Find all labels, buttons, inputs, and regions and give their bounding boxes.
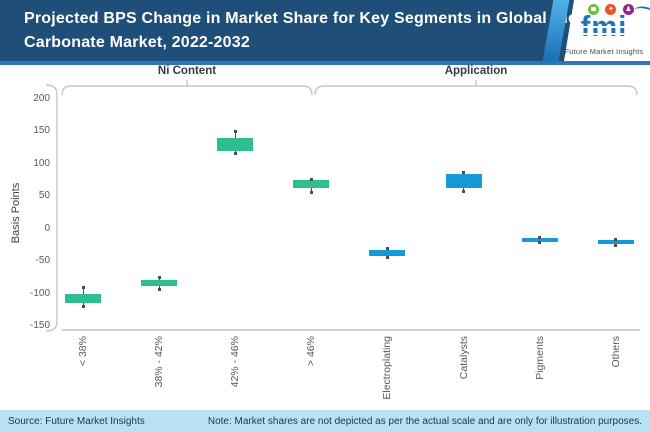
whisker-cap bbox=[81, 305, 85, 309]
whisker-cap bbox=[538, 241, 542, 245]
logo-icons: ✦ ♟ bbox=[588, 4, 650, 22]
box-catalysts bbox=[445, 174, 482, 189]
y-tick-label: 50 bbox=[38, 190, 50, 202]
box--46- bbox=[293, 180, 330, 189]
brand-stripe bbox=[582, 33, 628, 35]
chat-bubble-glyph bbox=[591, 7, 596, 11]
chart-area: Basis Points Ni Content Application 200 150… bbox=[0, 65, 650, 410]
source-text: Source: Future Market Insights bbox=[8, 415, 145, 427]
x-category-label: 38% - 42% bbox=[153, 336, 166, 388]
axes-and-braces bbox=[45, 80, 640, 332]
header-banner: Projected BPS Change in Market Share for… bbox=[0, 0, 650, 61]
x-category-label: Others bbox=[609, 336, 622, 368]
whisker-cap bbox=[538, 235, 542, 239]
whisker-cap bbox=[233, 129, 237, 133]
brand-tagline: Future Market Insights bbox=[564, 47, 644, 56]
whisker-cap bbox=[157, 275, 161, 279]
fmi-logo: ✦ ♟ fmi Future Market Insights bbox=[564, 0, 650, 61]
footer-bar: Source: Future Market Insights Note: Mar… bbox=[0, 410, 650, 432]
x-category-label: 42% - 46% bbox=[229, 336, 242, 388]
x-category-label: Electroplating bbox=[381, 336, 394, 400]
whisker-cap bbox=[462, 189, 465, 193]
group-label-2: Application bbox=[444, 65, 508, 77]
header-accent-line bbox=[0, 61, 650, 65]
y-tick-label: 200 bbox=[33, 93, 50, 104]
box-pigments bbox=[521, 238, 558, 242]
group-brace-1 bbox=[61, 80, 313, 96]
y-axis-brace bbox=[45, 84, 58, 332]
group-label-1: Ni Content bbox=[157, 65, 217, 77]
y-tick-label: -50 bbox=[35, 255, 50, 267]
whisker-cap bbox=[309, 190, 313, 194]
box-38-42- bbox=[141, 279, 178, 287]
box-electroplating bbox=[369, 250, 406, 256]
whisker-cap bbox=[614, 237, 618, 241]
whisker-cap bbox=[309, 177, 313, 181]
whisker-cap bbox=[157, 287, 161, 291]
chart-title-line2: Carbonate Market, 2022-2032 bbox=[24, 34, 250, 51]
chat-bubble-icon bbox=[588, 4, 599, 15]
y-tick-label: -100 bbox=[29, 287, 50, 299]
whisker-cap bbox=[614, 244, 618, 248]
person-icon: ♟ bbox=[622, 4, 634, 15]
chart-title: Projected BPS Change in Market Share for… bbox=[24, 7, 600, 55]
whisker-cap bbox=[385, 246, 389, 250]
box-others bbox=[597, 240, 634, 245]
whisker-cap bbox=[385, 256, 389, 260]
box--38- bbox=[65, 293, 101, 304]
group-brace-2 bbox=[314, 80, 638, 96]
y-tick-label: 0 bbox=[44, 222, 50, 234]
x-category-label: Catalysts bbox=[457, 336, 470, 380]
box-42-46- bbox=[217, 137, 254, 151]
chart-title-line1: Projected BPS Change in Market Share for… bbox=[24, 10, 600, 27]
x-category-label: < 38% bbox=[77, 336, 89, 367]
note-text: Note: Market shares are not depicted as … bbox=[207, 415, 642, 427]
whisker-cap bbox=[81, 285, 85, 289]
whisker-cap bbox=[233, 151, 237, 155]
whisker-cap bbox=[462, 170, 465, 174]
x-category-label: > 46% bbox=[305, 336, 318, 367]
y-tick-label: 100 bbox=[33, 157, 50, 169]
y-tick-label: -150 bbox=[29, 320, 50, 331]
burst-icon: ✦ bbox=[605, 4, 617, 15]
y-tick-label: 150 bbox=[33, 125, 50, 137]
brand-stripe bbox=[582, 26, 628, 28]
x-category-label: Pigments bbox=[533, 336, 546, 380]
